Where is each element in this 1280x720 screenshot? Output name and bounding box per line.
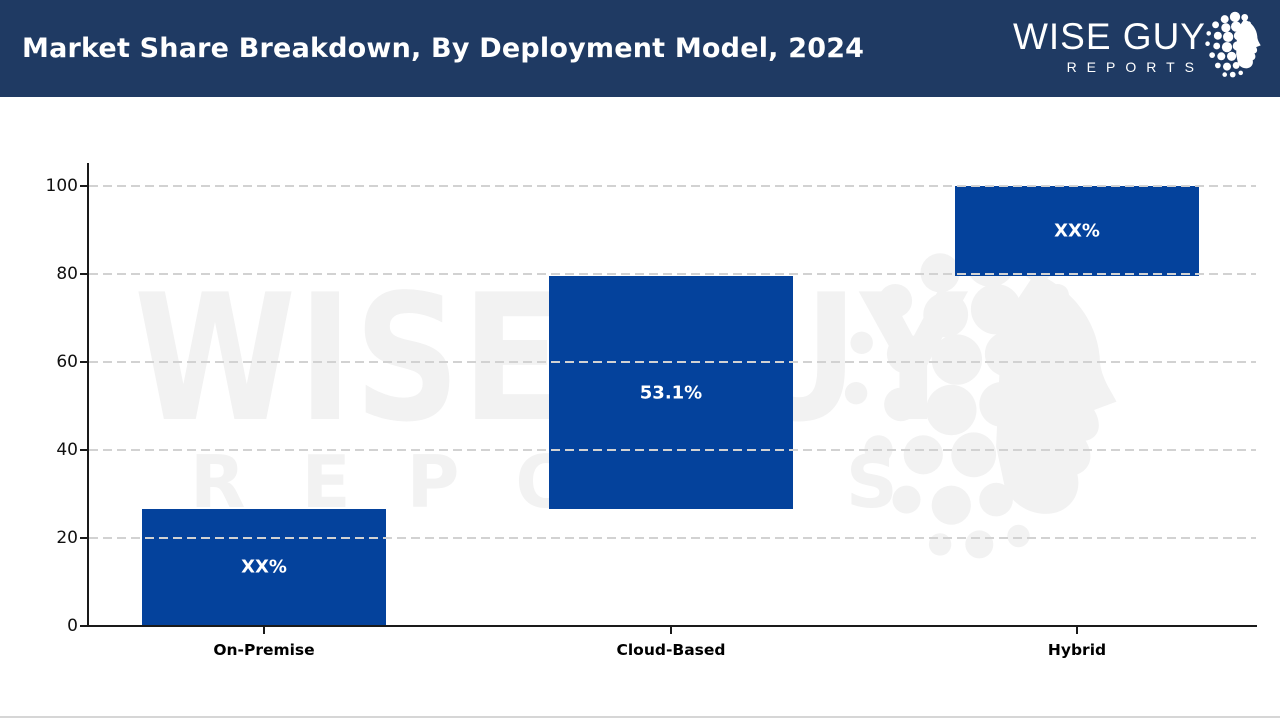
bar-cloud-based [549, 275, 793, 510]
bar-value-label: XX% [1054, 220, 1100, 242]
x-tick-mark [1076, 627, 1078, 634]
y-tick-label: 20 [56, 527, 78, 548]
x-axis-line [87, 625, 1257, 627]
y-tick-label: 60 [56, 351, 78, 372]
header-bar: Market Share Breakdown, By Deployment Mo… [0, 0, 1280, 97]
y-tick-mark [80, 536, 88, 539]
x-tick-label: Hybrid [1047, 641, 1107, 659]
bar-value-label: 53.1% [639, 382, 703, 404]
y-tick-mark [80, 360, 88, 363]
gridline-100 [89, 184, 1256, 187]
y-tick-label: 80 [56, 263, 78, 284]
x-tick-mark [670, 627, 672, 634]
y-tick-label: 0 [67, 615, 78, 636]
y-tick-mark [80, 184, 88, 187]
bar-hybrid [955, 185, 1199, 276]
logo-reports-text: REPORTS [1066, 59, 1204, 75]
y-tick-mark [80, 624, 88, 627]
gridline-20 [89, 536, 1256, 539]
x-tick-mark [263, 627, 265, 634]
y-tick-label: 100 [45, 175, 78, 196]
bottom-border-line [0, 716, 1280, 718]
y-tick-mark [80, 448, 88, 451]
logo: WISE GUY REPORTS [1013, 6, 1270, 92]
watermark-face-icon [818, 228, 1163, 620]
y-tick-label: 40 [56, 439, 78, 460]
bar-value-label: XX% [241, 556, 287, 578]
gridline-60 [89, 360, 1256, 363]
gridline-80 [89, 272, 1256, 275]
x-tick-label: On-Premise [213, 641, 315, 659]
chart-title: Market Share Breakdown, By Deployment Mo… [22, 33, 865, 64]
y-tick-mark [80, 272, 88, 275]
bar-on-premise [142, 509, 386, 626]
logo-wordmark: WISE GUY [1012, 16, 1206, 57]
x-tick-label: Cloud-Based [616, 641, 726, 659]
logo-face-icon [1200, 10, 1270, 90]
y-axis-line [87, 163, 89, 627]
gridline-40 [89, 448, 1256, 451]
